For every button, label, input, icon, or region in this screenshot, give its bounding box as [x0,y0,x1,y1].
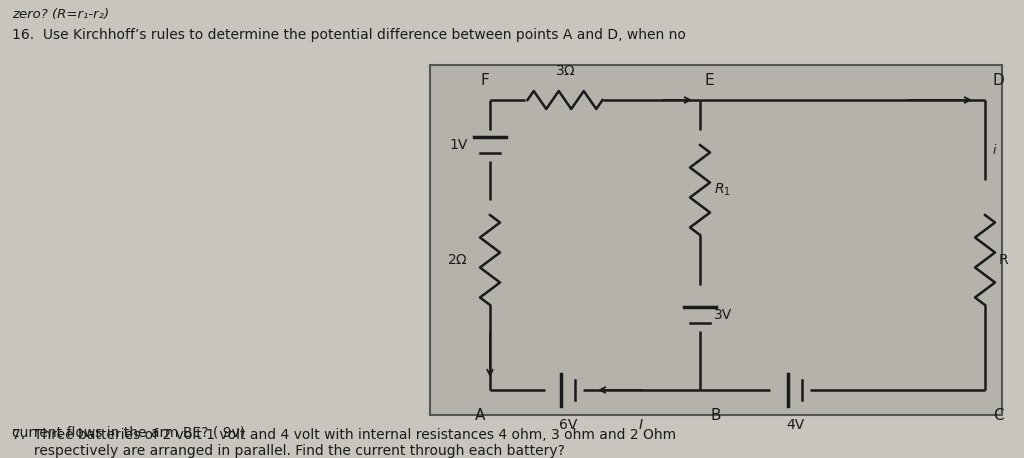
Text: 16.  Use Kirchhoff’s rules to determine the potential difference between points : 16. Use Kirchhoff’s rules to determine t… [12,28,686,42]
Text: D: D [993,73,1005,88]
Text: 1V: 1V [450,138,468,152]
Text: 6V: 6V [559,418,578,432]
Text: i: i [993,143,996,157]
Text: I: I [639,418,643,432]
Text: 7.  Three batteries of 2 volt 1 volt and 4 volt with internal resistances 4 ohm,: 7. Three batteries of 2 volt 1 volt and … [12,428,676,442]
Text: 3V: 3V [714,308,732,322]
Text: zero? (R=r₁-r₂): zero? (R=r₁-r₂) [12,8,110,21]
Text: 3$\Omega$: 3$\Omega$ [555,64,575,78]
Text: current flows in the arm BE? ( 9v): current flows in the arm BE? ( 9v) [12,425,246,439]
Text: F: F [480,73,489,88]
Text: A: A [475,408,485,423]
Text: 2$\Omega$: 2$\Omega$ [447,253,468,267]
Text: C: C [993,408,1004,423]
Text: E: E [705,73,715,88]
Text: $R_1$: $R_1$ [714,182,731,198]
Text: 4V: 4V [785,418,804,432]
Bar [430,65,1002,415]
Text: B: B [710,408,721,423]
Text: respectively are arranged in parallel. Find the current through each battery?: respectively are arranged in parallel. F… [12,444,565,458]
Text: R: R [999,253,1009,267]
